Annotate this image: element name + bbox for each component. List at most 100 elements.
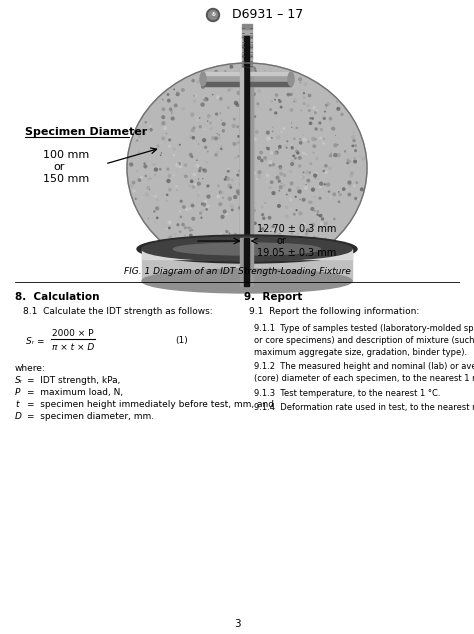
- Point: [190, 124, 197, 134]
- Point: [273, 172, 281, 183]
- Point: [217, 199, 224, 209]
- Point: [297, 172, 305, 183]
- Point: [294, 183, 301, 193]
- Point: [268, 96, 276, 107]
- Point: [316, 178, 324, 188]
- Point: [217, 94, 225, 104]
- Point: [174, 88, 182, 98]
- Point: [266, 212, 273, 223]
- Point: [350, 136, 358, 146]
- Ellipse shape: [137, 235, 357, 263]
- Point: [186, 181, 193, 191]
- Point: [232, 240, 239, 250]
- Point: [203, 204, 210, 214]
- Point: [289, 73, 297, 83]
- Point: [228, 61, 235, 72]
- Point: [223, 226, 231, 236]
- Point: [317, 210, 324, 221]
- Point: [250, 63, 258, 74]
- Point: [194, 161, 201, 171]
- Text: t: t: [15, 400, 18, 409]
- Point: [154, 204, 161, 214]
- Point: [234, 171, 241, 181]
- Point: [258, 202, 266, 212]
- Point: [176, 161, 184, 171]
- Point: [251, 134, 259, 145]
- Point: [261, 153, 269, 163]
- Point: [335, 150, 343, 160]
- Point: [297, 209, 304, 219]
- Point: [309, 184, 317, 195]
- Point: [139, 192, 146, 202]
- Point: [296, 134, 304, 144]
- Point: [146, 121, 154, 131]
- Point: [344, 158, 352, 168]
- Point: [143, 190, 151, 200]
- Point: [237, 179, 245, 189]
- Point: [281, 170, 288, 180]
- Point: [211, 257, 219, 268]
- Point: [146, 184, 153, 195]
- Point: [239, 87, 246, 98]
- Point: [173, 181, 181, 191]
- Text: 12.70 ± 0.3 mm: 12.70 ± 0.3 mm: [257, 224, 337, 234]
- Bar: [203, 72, 291, 75]
- Bar: [242, 38, 252, 43]
- Point: [309, 219, 317, 230]
- Point: [170, 171, 178, 181]
- Bar: [242, 48, 252, 53]
- Point: [277, 231, 285, 242]
- Point: [191, 250, 198, 260]
- Point: [251, 167, 258, 178]
- Point: [189, 200, 196, 210]
- Point: [152, 164, 160, 174]
- Point: [159, 94, 166, 105]
- Point: [212, 133, 220, 143]
- Point: [288, 122, 295, 133]
- Point: [192, 91, 200, 101]
- Point: [187, 150, 194, 160]
- Point: [286, 185, 293, 195]
- Point: [152, 191, 159, 201]
- Point: [312, 168, 320, 178]
- Point: [219, 126, 227, 136]
- Point: [258, 155, 265, 165]
- Text: =  maximum load, N,: = maximum load, N,: [27, 388, 123, 397]
- Point: [217, 187, 224, 197]
- Point: [310, 148, 317, 158]
- Point: [314, 209, 321, 219]
- Point: [247, 256, 255, 266]
- Bar: [242, 29, 252, 34]
- Point: [296, 77, 304, 87]
- Point: [177, 196, 185, 206]
- Point: [214, 92, 222, 102]
- Bar: [245, 68, 249, 268]
- Point: [287, 166, 294, 176]
- Point: [335, 104, 342, 114]
- Point: [248, 72, 256, 82]
- Point: [272, 227, 279, 237]
- Point: [330, 124, 337, 134]
- Text: 8.  Calculation: 8. Calculation: [15, 292, 100, 302]
- Point: [213, 148, 221, 158]
- Point: [278, 127, 285, 137]
- Point: [245, 91, 252, 101]
- Point: [190, 182, 197, 192]
- Point: [355, 195, 362, 205]
- Point: [236, 166, 244, 176]
- Point: [302, 150, 310, 160]
- Point: [220, 119, 228, 129]
- Point: [312, 124, 320, 134]
- Point: [173, 160, 181, 171]
- Point: [300, 167, 307, 178]
- Point: [250, 89, 257, 99]
- Ellipse shape: [127, 63, 367, 273]
- Point: [300, 88, 308, 98]
- Bar: [203, 82, 291, 86]
- Point: [190, 214, 197, 224]
- Point: [213, 129, 221, 139]
- Text: or: or: [53, 162, 64, 172]
- Point: [204, 181, 212, 191]
- Point: [209, 133, 217, 143]
- Bar: [142, 249, 352, 281]
